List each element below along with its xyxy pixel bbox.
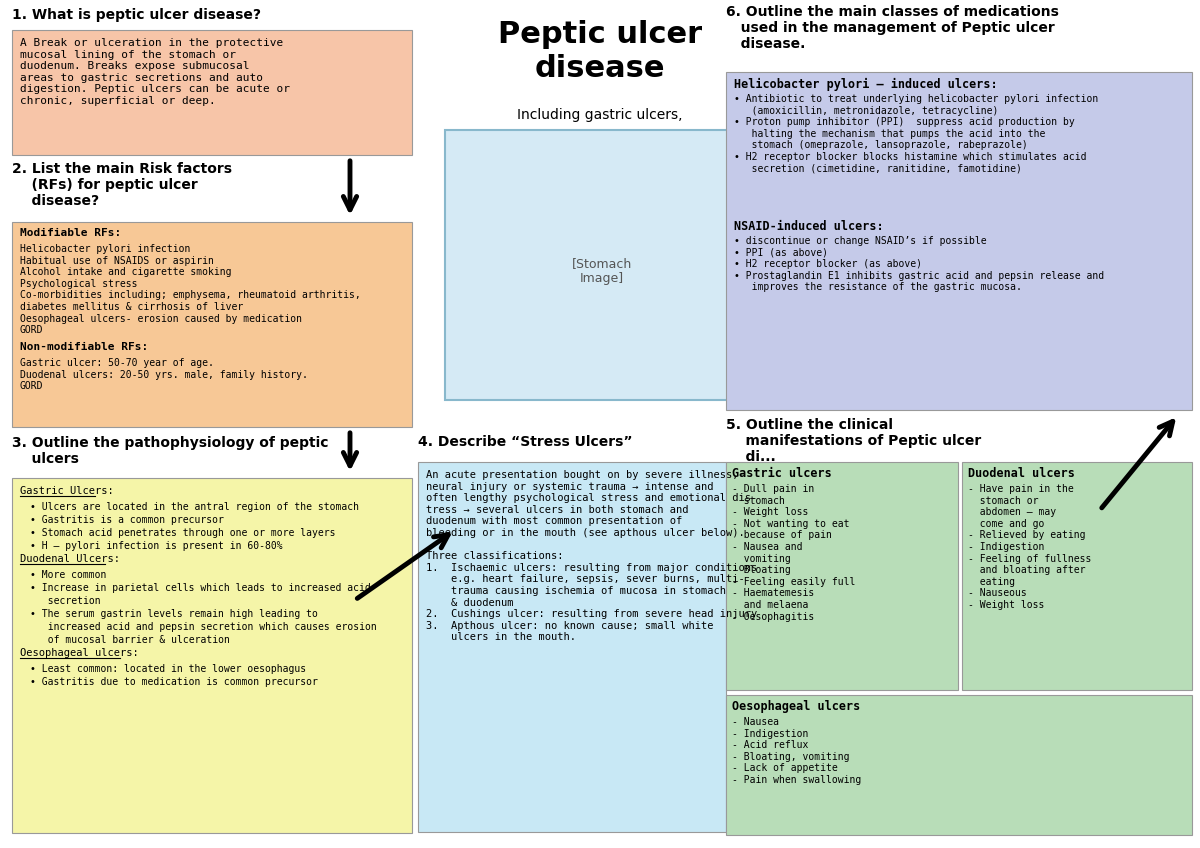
Text: A Break or ulceration in the protective
mucosal lining of the stomach or
duodenu: A Break or ulceration in the protective … xyxy=(20,38,290,106)
Text: • Antibiotic to treat underlying helicobacter pylori infection
   (amoxicillin, : • Antibiotic to treat underlying helicob… xyxy=(734,94,1098,174)
Text: • The serum gastrin levels remain high leading to: • The serum gastrin levels remain high l… xyxy=(30,609,318,619)
Text: Duodenal ulcers: Duodenal ulcers xyxy=(968,467,1075,480)
Text: 3. Outline the pathophysiology of peptic
    ulcers: 3. Outline the pathophysiology of peptic… xyxy=(12,436,329,466)
Text: [Stomach
Image]: [Stomach Image] xyxy=(572,257,632,285)
Text: 4. Describe “Stress Ulcers”: 4. Describe “Stress Ulcers” xyxy=(418,435,632,449)
Text: • Increase in parietal cells which leads to increased acid: • Increase in parietal cells which leads… xyxy=(30,583,371,593)
Text: An acute presentation bought on by severe illness,
neural injury or systemic tra: An acute presentation bought on by sever… xyxy=(426,470,757,643)
Text: • Least common: located in the lower oesophagus: • Least common: located in the lower oes… xyxy=(30,664,306,674)
Bar xyxy=(962,462,1192,690)
Text: - Nausea
- Indigestion
- Acid reflux
- Bloating, vomiting
- Lack of appetite
- P: - Nausea - Indigestion - Acid reflux - B… xyxy=(732,717,862,785)
Text: • discontinue or change NSAID’s if possible
• PPI (as above)
• H2 receptor block: • discontinue or change NSAID’s if possi… xyxy=(734,236,1104,293)
Text: Gastric Ulcers:: Gastric Ulcers: xyxy=(20,486,114,496)
Text: • Gastritis is a common precursor: • Gastritis is a common precursor xyxy=(30,515,224,525)
Bar xyxy=(12,30,412,155)
Text: • Ulcers are located in the antral region of the stomach: • Ulcers are located in the antral regio… xyxy=(30,502,359,512)
Text: Including gastric ulcers,: Including gastric ulcers, xyxy=(517,108,683,122)
Bar xyxy=(726,695,1192,835)
Text: • H – pylori infection is present in 60-80%: • H – pylori infection is present in 60-… xyxy=(30,541,283,551)
Text: 1. What is peptic ulcer disease?: 1. What is peptic ulcer disease? xyxy=(12,8,262,22)
Text: Gastric ulcer: 50-70 year of age.
Duodenal ulcers: 20-50 yrs. male, family histo: Gastric ulcer: 50-70 year of age. Duoden… xyxy=(20,358,308,391)
Bar xyxy=(12,222,412,427)
Text: 5. Outline the clinical
    manifestations of Peptic ulcer
    di...: 5. Outline the clinical manifestations o… xyxy=(726,418,982,465)
Text: Oesophageal ulcers:: Oesophageal ulcers: xyxy=(20,648,139,658)
Text: Duodenal Ulcers:: Duodenal Ulcers: xyxy=(20,554,120,564)
Bar xyxy=(418,462,726,832)
Text: - Have pain in the
  stomach or
  abdomen – may
  come and go
- Relieved by eati: - Have pain in the stomach or abdomen – … xyxy=(968,484,1091,610)
Text: increased acid and pepsin secretion which causes erosion: increased acid and pepsin secretion whic… xyxy=(36,622,377,632)
Text: secretion: secretion xyxy=(36,596,101,606)
Bar xyxy=(445,130,760,400)
Text: 6. Outline the main classes of medications
   used in the management of Peptic u: 6. Outline the main classes of medicatio… xyxy=(726,5,1058,52)
Bar xyxy=(726,72,1192,410)
Text: 2. List the main Risk factors
    (RFs) for peptic ulcer
    disease?: 2. List the main Risk factors (RFs) for … xyxy=(12,162,232,209)
Text: • Gastritis due to medication is common precursor: • Gastritis due to medication is common … xyxy=(30,677,318,687)
Text: • Stomach acid penetrates through one or more layers: • Stomach acid penetrates through one or… xyxy=(30,528,336,538)
Text: of mucosal barrier & ulceration: of mucosal barrier & ulceration xyxy=(36,635,230,645)
Text: Helicobacter pylori – induced ulcers:: Helicobacter pylori – induced ulcers: xyxy=(734,78,997,91)
Bar xyxy=(726,462,958,690)
Text: Modifiable RFs:: Modifiable RFs: xyxy=(20,228,121,238)
Text: Gastric ulcers: Gastric ulcers xyxy=(732,467,832,480)
Text: - Dull pain in
  stomach
- Weight loss
- Not wanting to eat
  because of pain
- : - Dull pain in stomach - Weight loss - N… xyxy=(732,484,856,622)
Text: Peptic ulcer
disease: Peptic ulcer disease xyxy=(498,20,702,82)
Text: Non-modifiable RFs:: Non-modifiable RFs: xyxy=(20,342,149,352)
Text: Oesophageal ulcers: Oesophageal ulcers xyxy=(732,700,860,713)
Bar xyxy=(12,478,412,833)
Text: Helicobacter pylori infection
Habitual use of NSAIDS or aspirin
Alcohol intake a: Helicobacter pylori infection Habitual u… xyxy=(20,244,361,335)
Text: NSAID-induced ulcers:: NSAID-induced ulcers: xyxy=(734,220,883,233)
Text: • More common: • More common xyxy=(30,570,107,580)
